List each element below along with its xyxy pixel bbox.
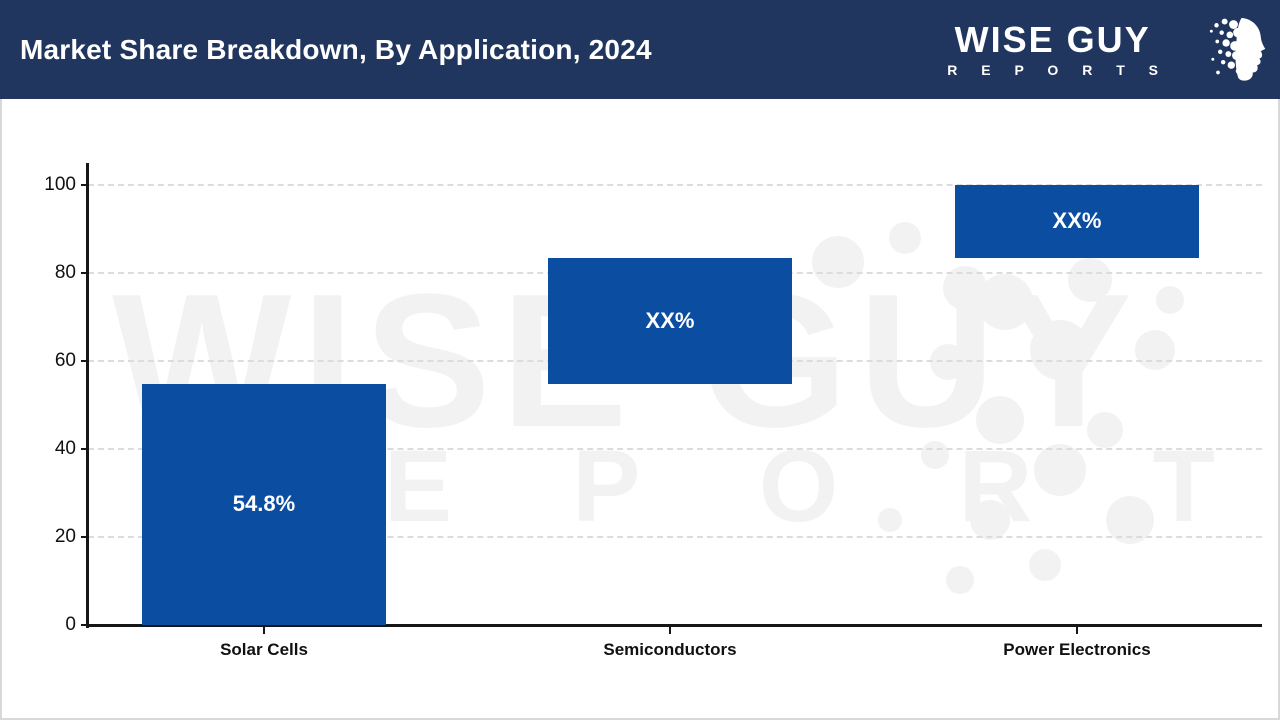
x-axis-category-label: Power Electronics: [1003, 640, 1151, 659]
y-axis-tick-label: 60: [54, 350, 76, 371]
y-axis-tick-mark: [81, 536, 88, 538]
watermark-dot: [976, 396, 1024, 444]
page-title: Market Share Breakdown, By Application, …: [20, 33, 652, 65]
watermark-dot: [977, 274, 1033, 330]
watermark-dot: [970, 500, 1010, 540]
wise-guy-logo: WISE GUY R E P O R T S: [937, 6, 1266, 94]
wise-guy-face-icon: [1209, 17, 1266, 81]
logo-text: WISE GUY R E P O R T S: [937, 19, 1168, 78]
x-axis-category-label: Solar Cells: [220, 640, 308, 659]
y-axis-tick-mark: [81, 624, 88, 626]
y-axis-tick-label: 0: [65, 614, 76, 635]
logo-wordmark: WISE GUY: [954, 19, 1151, 60]
watermark-dot: [1135, 330, 1175, 370]
watermark-dot: [1156, 286, 1184, 314]
watermark-dot: [889, 222, 921, 254]
y-axis-tick-label: 40: [54, 438, 76, 459]
watermark-dot: [946, 566, 974, 594]
bar-value-label: XX%: [1052, 208, 1102, 234]
watermark-dot: [1068, 258, 1112, 302]
watermark-dot: [873, 314, 897, 338]
gridline: [88, 448, 1262, 450]
watermark-dot: [1034, 444, 1086, 496]
y-axis-line: [86, 163, 89, 628]
bar-semiconductors: XX%: [548, 257, 792, 384]
bar-value-label: 54.8%: [232, 491, 296, 517]
y-axis-tick-label: 100: [44, 174, 76, 195]
gridline: [88, 184, 1262, 186]
watermark-dot: [812, 236, 864, 288]
watermark-dot: [1030, 320, 1090, 380]
y-axis-tick-mark: [81, 448, 88, 450]
watermark-dot: [1029, 549, 1061, 581]
logo-subtext: R E P O R T S: [947, 62, 1168, 78]
bar-power-electronics: XX%: [955, 185, 1199, 258]
watermark-dot: [930, 344, 966, 380]
x-axis-line: [86, 624, 1262, 627]
y-axis-tick-label: 80: [54, 262, 76, 283]
watermark-dot: [1087, 412, 1123, 448]
watermark-dot: [878, 508, 902, 532]
gridline: [88, 536, 1262, 538]
bar-value-label: XX%: [645, 307, 695, 333]
x-axis-tick-mark: [669, 627, 671, 634]
y-axis-tick-label: 20: [54, 526, 76, 547]
watermark-dot: [921, 441, 949, 469]
x-axis-tick-mark: [1076, 627, 1078, 634]
y-axis-tick-mark: [81, 272, 88, 274]
x-axis-tick-mark: [263, 627, 265, 634]
bar-solar-cells: 54.8%: [142, 383, 386, 625]
y-axis-tick-mark: [81, 360, 88, 362]
y-axis-tick-mark: [81, 184, 88, 186]
x-axis-category-label: Semiconductors: [603, 640, 737, 659]
header-bar: Market Share Breakdown, By Application, …: [0, 0, 1280, 99]
